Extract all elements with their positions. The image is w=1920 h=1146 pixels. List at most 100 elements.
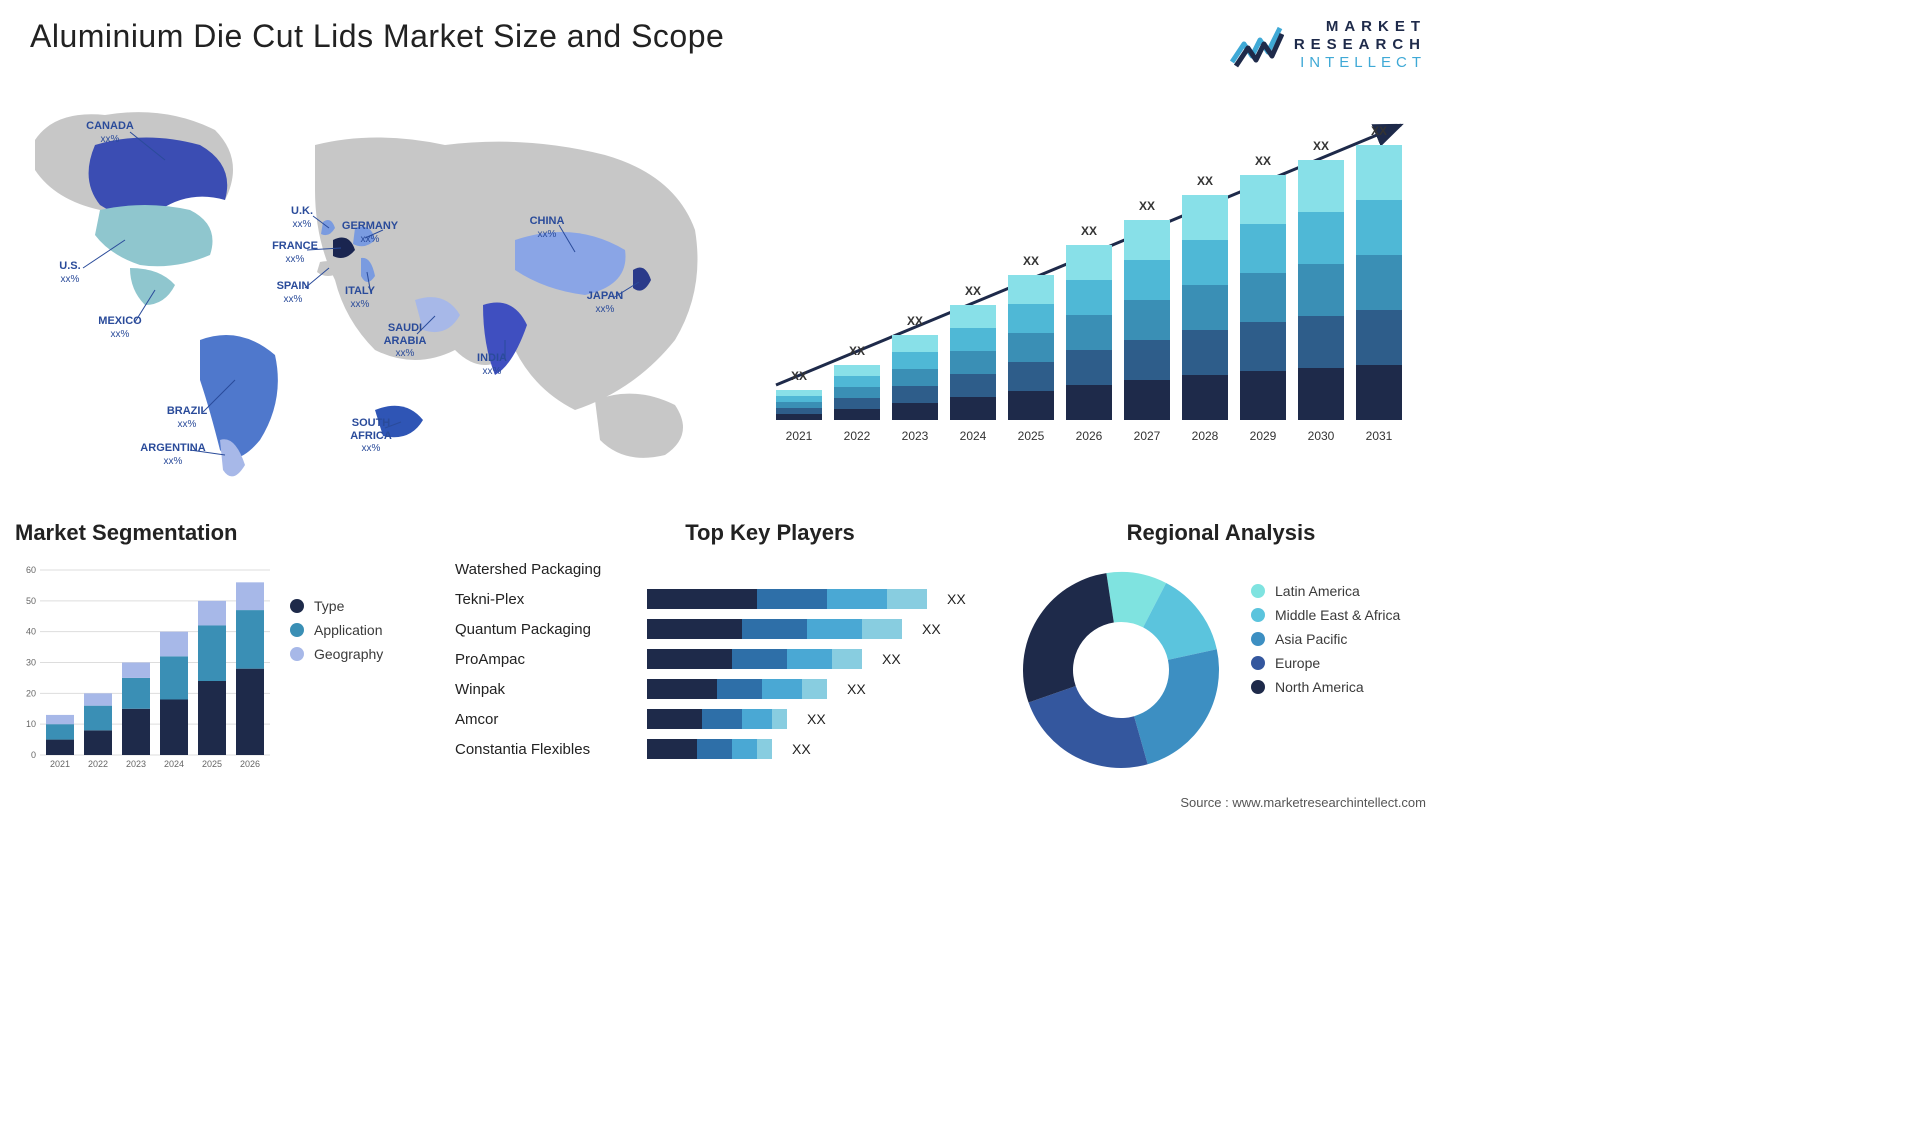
player-row: Constantia Flexibles XX [455,734,985,764]
donut-chart [1016,565,1226,775]
svg-text:30: 30 [26,658,36,668]
svg-text:2029: 2029 [1250,429,1277,443]
player-bar [647,619,902,639]
svg-text:2025: 2025 [202,759,222,769]
map-label-india: INDIAxx% [477,352,507,377]
segmentation-legend: Type Application Geography [290,590,383,670]
player-value: XX [947,591,966,607]
player-row: Tekni-Plex XX [455,584,985,614]
seg-legend-application: Application [290,622,383,638]
svg-text:2031: 2031 [1366,429,1393,443]
brand-logo: MARKET RESEARCH INTELLECT [1230,18,1426,72]
map-label-mexico: MEXICOxx% [98,315,141,340]
svg-text:XX: XX [965,284,981,298]
player-bar [647,739,772,759]
players-section: Top Key Players Watershed Packaging Tekni… [455,520,985,790]
map-label-south-africa: SOUTHAFRICAxx% [350,417,392,455]
player-row: Quantum PackagingXX [455,614,985,644]
regional-section: Regional Analysis Latin America Middle Ea… [1016,520,1426,780]
player-row: Amcor XX [455,704,985,734]
svg-text:2021: 2021 [786,429,813,443]
svg-text:20: 20 [26,688,36,698]
player-bar [647,709,787,729]
player-name: Tekni-Plex [455,591,635,608]
player-name: Winpak [455,681,635,698]
brand-line2: RESEARCH [1294,36,1426,54]
svg-text:XX: XX [1139,199,1155,213]
svg-text:XX: XX [907,314,923,328]
svg-text:0: 0 [31,750,36,760]
player-value: XX [792,741,811,757]
region-legend-middle-east-africa: Middle East & Africa [1251,607,1400,623]
svg-text:10: 10 [26,719,36,729]
map-label-canada: CANADAxx% [86,120,134,145]
region-legend-latin-america: Latin America [1251,583,1400,599]
map-label-saudi-arabia: SAUDIARABIAxx% [384,322,427,360]
source-text: Source : www.marketresearchintellect.com [1180,795,1426,810]
page-title: Aluminium Die Cut Lids Market Size and S… [30,18,724,55]
player-value: XX [882,651,901,667]
svg-text:XX: XX [1371,124,1387,138]
regional-title: Regional Analysis [1016,520,1426,546]
svg-text:2028: 2028 [1192,429,1219,443]
player-name: Quantum Packaging [455,621,635,638]
player-value: XX [807,711,826,727]
player-name: ProAmpac [455,651,635,668]
map-label-france: FRANCExx% [272,240,318,265]
map-label-u-k-: U.K.xx% [291,205,313,230]
svg-text:2024: 2024 [164,759,184,769]
svg-text:XX: XX [849,344,865,358]
map-label-japan: JAPANxx% [587,290,623,315]
segmentation-section: Market Segmentation 01020304050602021202… [15,520,435,780]
svg-text:XX: XX [1255,154,1271,168]
svg-text:2022: 2022 [88,759,108,769]
brand-line1: MARKET [1294,18,1426,36]
map-label-germany: GERMANYxx% [342,220,398,245]
player-bar [647,589,927,609]
map-label-argentina: ARGENTINAxx% [140,442,205,467]
map-label-china: CHINAxx% [530,215,565,240]
seg-legend-type: Type [290,598,383,614]
player-row: ProAmpac XX [455,644,985,674]
growth-bar-chart: XX 2021 XX 2022 XX 2023 XX 2024 XX 2025 XX 2026 XX 20… [766,100,1416,470]
players-title: Top Key Players [555,520,985,546]
world-map: CANADAxx%U.S.xx%MEXICOxx%BRAZILxx%ARGENT… [15,90,715,480]
player-row: Winpak XX [455,674,985,704]
player-name: Watershed Packaging [455,561,635,578]
region-legend-europe: Europe [1251,655,1400,671]
svg-text:50: 50 [26,596,36,606]
seg-legend-geography: Geography [290,646,383,662]
map-label-italy: ITALYxx% [345,285,375,310]
svg-text:2026: 2026 [1076,429,1103,443]
svg-text:2025: 2025 [1018,429,1045,443]
map-label-brazil: BRAZILxx% [167,405,207,430]
player-bar [647,649,862,669]
svg-text:40: 40 [26,627,36,637]
svg-text:2024: 2024 [960,429,987,443]
svg-text:XX: XX [1081,224,1097,238]
player-name: Constantia Flexibles [455,741,635,758]
svg-text:2027: 2027 [1134,429,1161,443]
svg-text:XX: XX [1023,254,1039,268]
svg-text:XX: XX [1197,174,1213,188]
svg-text:XX: XX [791,369,807,383]
svg-text:2022: 2022 [844,429,871,443]
svg-text:2030: 2030 [1308,429,1335,443]
segmentation-title: Market Segmentation [15,520,435,546]
svg-text:2026: 2026 [240,759,260,769]
map-label-spain: SPAINxx% [277,280,310,305]
region-legend-asia-pacific: Asia Pacific [1251,631,1400,647]
regional-legend: Latin America Middle East & Africa Asia Pa… [1251,575,1400,703]
player-value: XX [847,681,866,697]
svg-text:XX: XX [1313,139,1329,153]
player-bar [647,679,827,699]
svg-text:2021: 2021 [50,759,70,769]
svg-text:2023: 2023 [126,759,146,769]
segmentation-chart: 0102030405060202120222023202420252026 [15,560,275,780]
player-name: Amcor [455,711,635,728]
players-list: Watershed Packaging Tekni-Plex XX Quantum P… [455,554,985,764]
growth-svg: XX 2021 XX 2022 XX 2023 XX 2024 XX 2025 XX 2026 XX 20… [766,100,1416,470]
brand-line3: INTELLECT [1294,54,1426,72]
player-row: Watershed Packaging [455,554,985,584]
svg-text:2023: 2023 [902,429,929,443]
